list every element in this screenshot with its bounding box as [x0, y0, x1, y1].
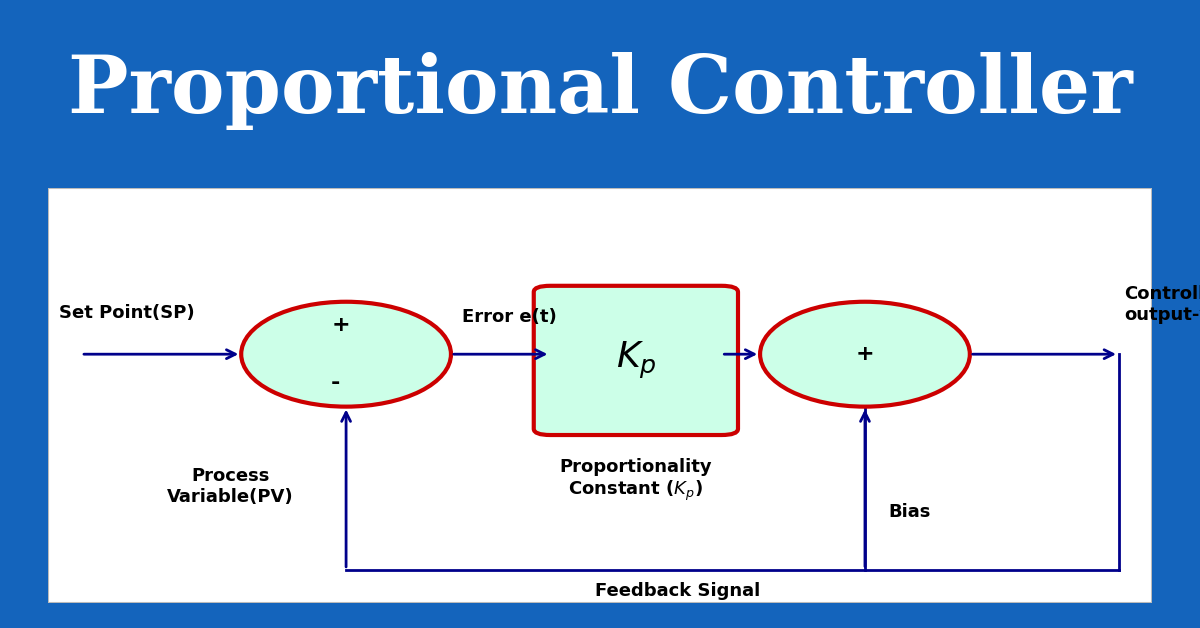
Text: +: +: [331, 315, 350, 335]
Ellipse shape: [241, 301, 451, 407]
Text: Feedback Signal: Feedback Signal: [595, 582, 760, 600]
Text: $K_p$: $K_p$: [616, 340, 656, 381]
Ellipse shape: [760, 301, 970, 407]
Text: -: -: [330, 373, 340, 393]
Text: Set Point(SP): Set Point(SP): [59, 304, 194, 322]
Text: Error e(t): Error e(t): [462, 308, 557, 326]
Text: Proportionality
Constant ($K_p$): Proportionality Constant ($K_p$): [559, 458, 712, 503]
Text: Controller
output-y(t): Controller output-y(t): [1124, 285, 1200, 324]
Text: Bias: Bias: [888, 502, 930, 521]
Text: Proportional Controller: Proportional Controller: [67, 52, 1133, 130]
Text: +: +: [856, 344, 875, 364]
Text: Process
Variable(PV): Process Variable(PV): [167, 467, 294, 506]
FancyBboxPatch shape: [534, 286, 738, 435]
